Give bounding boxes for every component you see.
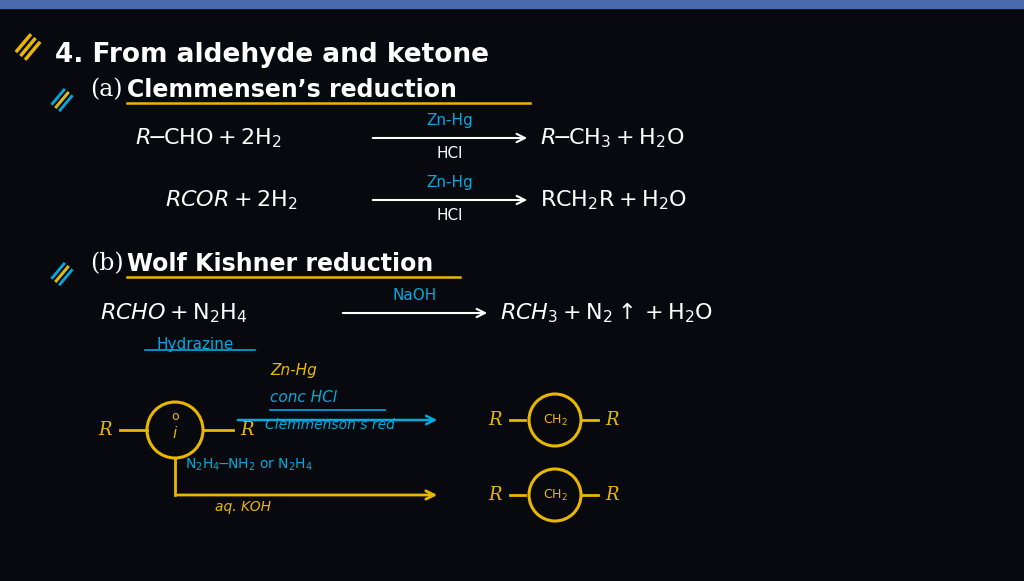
- Text: HCl: HCl: [437, 209, 463, 224]
- Text: R: R: [605, 411, 618, 429]
- Text: (b): (b): [90, 252, 124, 275]
- Text: R: R: [605, 486, 618, 504]
- Text: $RCHO+\mathrm{N_2H_4}$: $RCHO+\mathrm{N_2H_4}$: [100, 301, 248, 325]
- Text: $\mathrm{RCH_2R}+\mathrm{H_2O}$: $\mathrm{RCH_2R}+\mathrm{H_2O}$: [540, 188, 687, 212]
- Text: Zn-Hg: Zn-Hg: [270, 363, 316, 378]
- Text: aq. KOH: aq. KOH: [215, 500, 271, 514]
- Text: o: o: [171, 410, 179, 422]
- Text: $\mathrm{CH_2}$: $\mathrm{CH_2}$: [543, 487, 567, 503]
- Text: R: R: [488, 486, 502, 504]
- Text: Hydrazine: Hydrazine: [157, 337, 233, 352]
- Text: Zn-Hg: Zn-Hg: [427, 174, 473, 189]
- Text: $\mathrm{N_2H_4\!\!-\!\!NH_2}$ or $\mathrm{N_2H_4}$: $\mathrm{N_2H_4\!\!-\!\!NH_2}$ or $\math…: [185, 457, 313, 473]
- Text: (a): (a): [90, 78, 123, 101]
- Text: 4. From aldehyde and ketone: 4. From aldehyde and ketone: [55, 42, 489, 68]
- Text: Wolf Kishner reduction: Wolf Kishner reduction: [127, 252, 433, 276]
- Text: R: R: [241, 421, 254, 439]
- Text: $RCOR+\mathrm{2H_2}$: $RCOR+\mathrm{2H_2}$: [165, 188, 298, 212]
- Text: Clemmenson’s red: Clemmenson’s red: [265, 418, 395, 432]
- Text: $RCH_3+\mathrm{N_2}{\uparrow}+\mathrm{H_2O}$: $RCH_3+\mathrm{N_2}{\uparrow}+\mathrm{H_…: [500, 301, 714, 325]
- Text: i: i: [173, 426, 177, 442]
- Text: $R\!\!-\!\!\mathrm{CHO}+\mathrm{2H_2}$: $R\!\!-\!\!\mathrm{CHO}+\mathrm{2H_2}$: [135, 126, 282, 150]
- Text: $R\!\!-\!\!\mathrm{CH_3}+\mathrm{H_2O}$: $R\!\!-\!\!\mathrm{CH_3}+\mathrm{H_2O}$: [540, 126, 684, 150]
- Text: Clemmensen’s reduction: Clemmensen’s reduction: [127, 78, 457, 102]
- Text: $\mathrm{CH_2}$: $\mathrm{CH_2}$: [543, 413, 567, 428]
- Bar: [0, 0, 1024, 8]
- Text: Zn-Hg: Zn-Hg: [427, 113, 473, 127]
- Text: R: R: [98, 421, 112, 439]
- Text: conc HCl: conc HCl: [270, 390, 337, 406]
- Text: HCl: HCl: [437, 146, 463, 162]
- Text: R: R: [488, 411, 502, 429]
- Text: NaOH: NaOH: [393, 288, 437, 303]
